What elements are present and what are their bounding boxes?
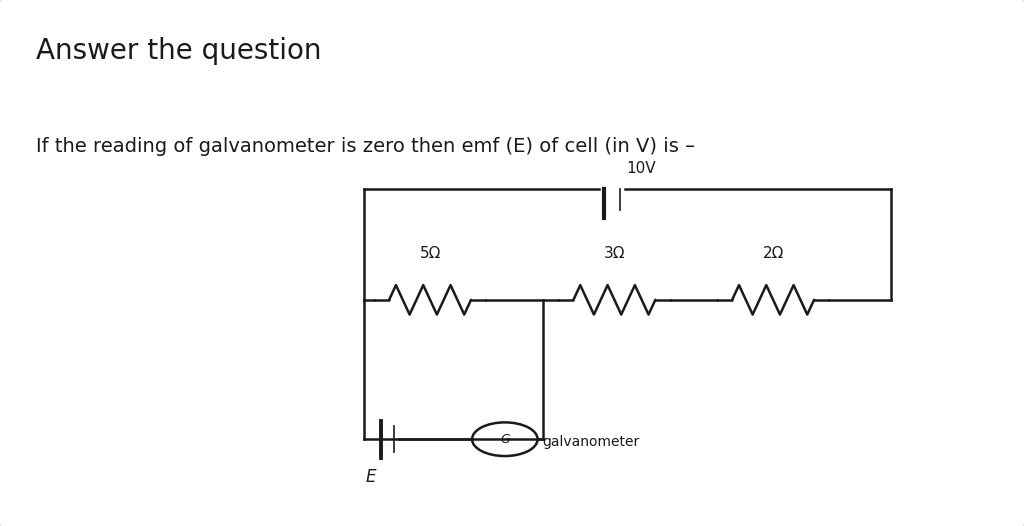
Text: 3Ω: 3Ω — [604, 246, 625, 261]
Text: 5Ω: 5Ω — [420, 246, 440, 261]
Text: 2Ω: 2Ω — [763, 246, 783, 261]
Text: E: E — [366, 468, 376, 486]
Text: 10V: 10V — [627, 161, 656, 176]
Text: If the reading of galvanometer is zero then emf (E) of cell (in V) is –: If the reading of galvanometer is zero t… — [36, 137, 695, 156]
Text: G: G — [500, 433, 510, 446]
Text: galvanometer: galvanometer — [543, 435, 640, 449]
Text: Answer the question: Answer the question — [36, 37, 322, 65]
